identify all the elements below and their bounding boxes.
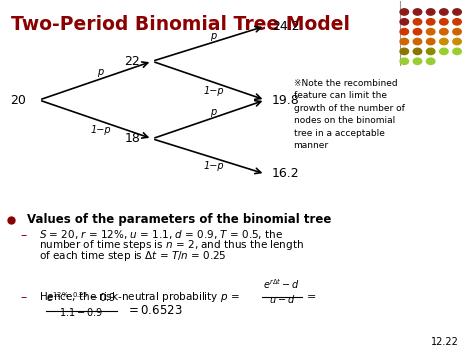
Text: ※Note the recombined
feature can limit the
growth of the number of
nodes on the : ※Note the recombined feature can limit t… — [293, 79, 404, 151]
Circle shape — [400, 9, 409, 15]
Circle shape — [453, 19, 461, 25]
Text: $= 0.6523$: $= 0.6523$ — [126, 305, 183, 317]
Circle shape — [400, 48, 409, 55]
Circle shape — [413, 38, 422, 45]
Text: Values of the parameters of the binomial tree: Values of the parameters of the binomial… — [27, 213, 332, 226]
Text: p: p — [210, 31, 217, 41]
Circle shape — [413, 58, 422, 65]
Circle shape — [439, 38, 448, 45]
Circle shape — [439, 48, 448, 55]
Circle shape — [413, 19, 422, 25]
Circle shape — [453, 48, 461, 55]
Circle shape — [439, 19, 448, 25]
Text: =: = — [307, 292, 316, 302]
Circle shape — [453, 28, 461, 35]
Circle shape — [427, 58, 435, 65]
Circle shape — [427, 19, 435, 25]
Text: 18: 18 — [125, 132, 140, 145]
Text: $1.1-0.9$: $1.1-0.9$ — [59, 306, 104, 318]
Text: p: p — [210, 106, 217, 117]
Circle shape — [427, 48, 435, 55]
Text: 12.22: 12.22 — [430, 337, 458, 346]
Text: of each time step is $\Delta t$ = $T/n$ = 0.25: of each time step is $\Delta t$ = $T/n$ … — [39, 249, 227, 263]
Text: $u-d$: $u-d$ — [269, 293, 295, 305]
Text: 20: 20 — [10, 93, 26, 106]
Circle shape — [400, 58, 409, 65]
Circle shape — [400, 28, 409, 35]
Text: –: – — [20, 229, 27, 242]
Text: 22: 22 — [125, 55, 140, 68]
Text: –: – — [20, 291, 27, 304]
Text: 24.2: 24.2 — [272, 20, 300, 33]
Circle shape — [427, 9, 435, 15]
Circle shape — [400, 38, 409, 45]
Circle shape — [427, 28, 435, 35]
Text: 1−p: 1−p — [203, 161, 224, 171]
Text: 16.2: 16.2 — [272, 168, 300, 180]
Text: $S$ = 20, $r$ = 12%, $u$ = 1.1, $d$ = 0.9, $T$ = 0.5, the: $S$ = 20, $r$ = 12%, $u$ = 1.1, $d$ = 0.… — [39, 228, 283, 241]
Text: 1−p: 1−p — [90, 125, 110, 135]
Text: Hence, the risk-neutral probability $p$ =: Hence, the risk-neutral probability $p$ … — [39, 290, 240, 304]
Text: 1−p: 1−p — [203, 86, 224, 95]
Circle shape — [453, 9, 461, 15]
Circle shape — [413, 48, 422, 55]
Text: $e^{r\Delta t}-d$: $e^{r\Delta t}-d$ — [263, 277, 301, 291]
Circle shape — [439, 28, 448, 35]
Text: p: p — [97, 67, 103, 77]
Circle shape — [427, 38, 435, 45]
Text: Two-Period Binomial Tree Model: Two-Period Binomial Tree Model — [11, 16, 350, 34]
Circle shape — [453, 38, 461, 45]
Circle shape — [439, 9, 448, 15]
Circle shape — [413, 9, 422, 15]
Circle shape — [413, 28, 422, 35]
Text: $e^{12\%\cdot0.25}-0.9$: $e^{12\%\cdot0.25}-0.9$ — [46, 290, 117, 304]
Circle shape — [400, 19, 409, 25]
Text: 19.8: 19.8 — [272, 93, 300, 106]
Text: number of time steps is $n$ = 2, and thus the length: number of time steps is $n$ = 2, and thu… — [39, 238, 304, 252]
